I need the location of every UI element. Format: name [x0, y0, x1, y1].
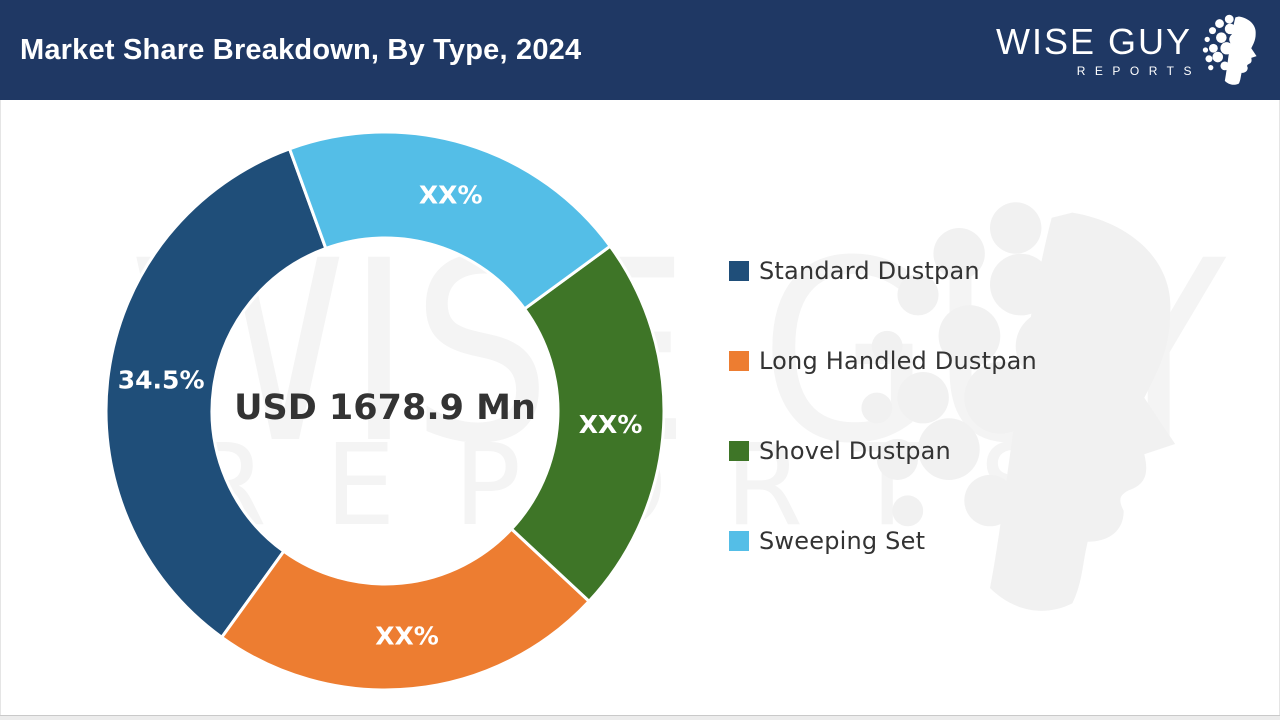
legend-label: Shovel Dustpan — [759, 437, 951, 465]
slice-label: XX% — [375, 621, 439, 650]
logo: WISE GUY REPORTS — [996, 13, 1262, 87]
legend-item: Long Handled Dustpan — [729, 346, 1037, 376]
legend-label: Standard Dustpan — [759, 257, 980, 285]
legend: Standard Dustpan Long Handled Dustpan Sh… — [729, 256, 1037, 556]
legend-swatch — [729, 351, 749, 371]
legend-label: Long Handled Dustpan — [759, 347, 1037, 375]
donut-chart: 34.5% XX% XX% XX% — [105, 131, 665, 691]
logo-head-icon — [1202, 14, 1257, 85]
legend-swatch — [729, 441, 749, 461]
legend-item: Sweeping Set — [729, 526, 1037, 556]
slice-label: XX% — [419, 180, 483, 209]
legend-swatch — [729, 531, 749, 551]
bottom-border — [0, 715, 1280, 720]
slice-label: XX% — [579, 410, 643, 439]
donut-slice-shovel-dustpan — [510, 244, 665, 603]
donut-slice-sweeping-set — [288, 131, 612, 311]
legend-item: Standard Dustpan — [729, 256, 1037, 286]
legend-label: Sweeping Set — [759, 527, 926, 555]
donut-slice-long-handled-dustpan — [220, 527, 591, 691]
logo-subtitle: REPORTS — [1076, 63, 1201, 78]
chart-area: WISE GUY REPORTS 34.5%XX%XX%XX% USD 1678… — [0, 100, 1280, 715]
logo-wordmark: WISE GUY — [995, 20, 1192, 62]
donut-slice-standard-dustpan — [105, 147, 328, 639]
legend-item: Shovel Dustpan — [729, 436, 1037, 466]
donut-center-value: USD 1678.9 Mn — [234, 388, 536, 428]
header: Market Share Breakdown, By Type, 2024 WI… — [0, 0, 1280, 100]
slice-label: 34.5% — [118, 365, 205, 394]
page-title: Market Share Breakdown, By Type, 2024 — [20, 33, 582, 66]
logo-text: WISE GUY REPORTS — [995, 20, 1192, 77]
legend-swatch — [729, 261, 749, 281]
